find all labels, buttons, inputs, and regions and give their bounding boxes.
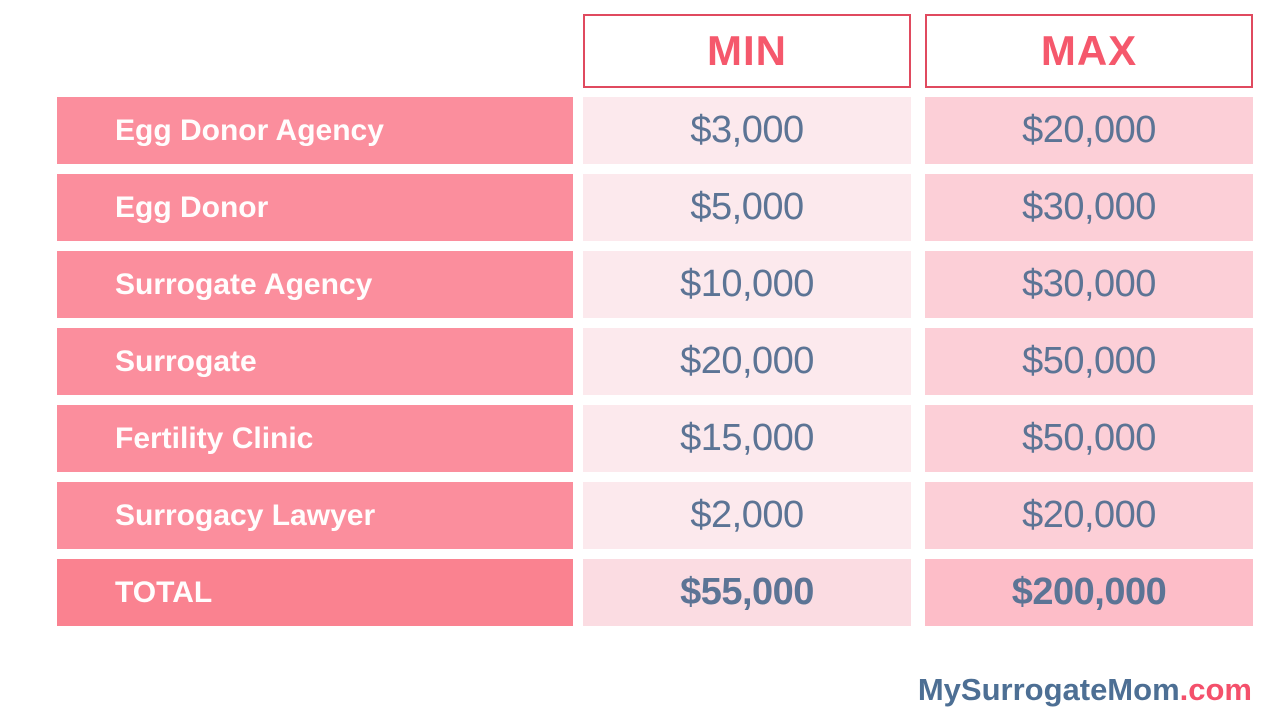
min-total-cell: $55,000 [583,559,911,626]
table-row: Fertility Clinic $15,000 $50,000 [57,405,1253,472]
min-value-cell: $3,000 [583,97,911,164]
row-label: Fertility Clinic [57,405,573,472]
min-value-cell: $10,000 [583,251,911,318]
column-header-min: MIN [583,14,911,88]
column-header-max: MAX [925,14,1253,88]
row-label-total: TOTAL [57,559,573,626]
max-value-cell: $50,000 [925,405,1253,472]
table-row: Egg Donor $5,000 $30,000 [57,174,1253,241]
table-header-row: MIN MAX [583,14,1253,88]
min-value-cell: $2,000 [583,482,911,549]
table-row: Surrogate $20,000 $50,000 [57,328,1253,395]
max-value-cell: $50,000 [925,328,1253,395]
site-domain-suffix: .com [1179,672,1252,707]
row-label: Egg Donor [57,174,573,241]
site-branding: MySurrogateMom.com [918,672,1252,708]
max-total-cell: $200,000 [925,559,1253,626]
table-row: Surrogate Agency $10,000 $30,000 [57,251,1253,318]
min-value-cell: $5,000 [583,174,911,241]
table-row-total: TOTAL $55,000 $200,000 [57,559,1253,626]
table-row: Surrogacy Lawyer $2,000 $20,000 [57,482,1253,549]
site-name: MySurrogateMom [917,672,1180,707]
min-value-cell: $15,000 [583,405,911,472]
row-label: Surrogacy Lawyer [57,482,573,549]
max-value-cell: $30,000 [925,174,1253,241]
max-value-cell: $30,000 [925,251,1253,318]
cost-table: MIN MAX Egg Donor Agency $3,000 $20,000 … [57,14,1253,636]
table-row: Egg Donor Agency $3,000 $20,000 [57,97,1253,164]
max-value-cell: $20,000 [925,97,1253,164]
row-label: Egg Donor Agency [57,97,573,164]
max-value-cell: $20,000 [925,482,1253,549]
row-label: Surrogate [57,328,573,395]
min-value-cell: $20,000 [583,328,911,395]
row-label: Surrogate Agency [57,251,573,318]
